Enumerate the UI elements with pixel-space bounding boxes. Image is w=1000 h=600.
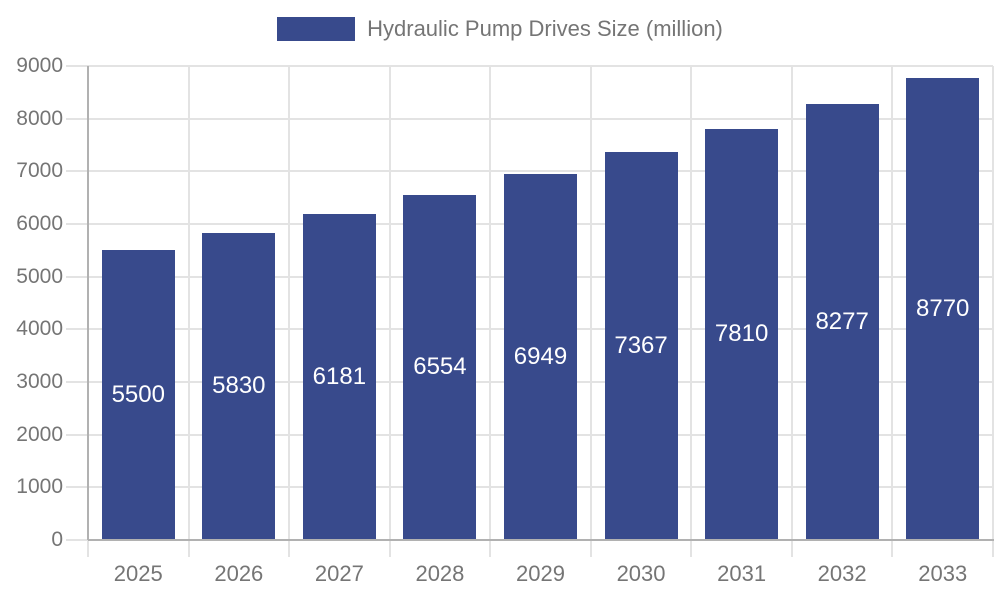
bar-value-label: 5830: [212, 372, 266, 400]
bar: [302, 214, 376, 540]
bar: [101, 250, 175, 540]
gridline-horizontal: [66, 65, 993, 67]
gridline-vertical: [891, 66, 894, 557]
gridline-vertical: [187, 66, 190, 557]
bar-value-label: 6949: [513, 343, 568, 370]
chart-legend: Hydraulic Pump Drives Size (million): [0, 16, 1000, 42]
bar-value-label: 8277: [815, 308, 869, 336]
x-axis-tick-label: 2031: [717, 561, 767, 586]
y-axis-tick-label: 5000: [16, 264, 63, 288]
x-axis-tick-label: 2026: [214, 561, 264, 586]
legend-label: Hydraulic Pump Drives Size (million): [367, 16, 723, 41]
y-axis-tick-label: 9000: [16, 54, 63, 77]
y-axis-tick-label: 3000: [16, 370, 63, 393]
x-axis-tick-label: 2033: [918, 561, 968, 586]
bar: [604, 152, 678, 540]
bar-value-label: 5500: [111, 381, 165, 409]
gridline-vertical: [288, 66, 291, 557]
legend-swatch: [277, 17, 356, 41]
x-axis-tick-label: 2025: [113, 561, 163, 586]
y-axis-line: [87, 66, 89, 540]
bar-value-label: 6554: [413, 353, 467, 381]
bar: [202, 232, 276, 540]
x-axis-tick-label: 2030: [616, 561, 666, 586]
gridline-horizontal: [66, 117, 993, 120]
gridline-vertical: [690, 66, 693, 557]
bar: [403, 194, 477, 540]
y-axis-tick-label: 2000: [16, 422, 63, 446]
bar-value-label: 8770: [916, 295, 970, 323]
y-axis-tick-label: 8000: [16, 106, 63, 130]
gridline-vertical: [489, 66, 492, 557]
gridline-vertical: [388, 66, 391, 557]
gridline-vertical: [790, 66, 793, 557]
x-axis-tick-label: 2028: [415, 561, 465, 586]
gridline-horizontal: [66, 170, 993, 173]
bar-value-label: 7367: [614, 332, 668, 359]
y-axis-tick-label: 6000: [16, 212, 63, 235]
bar: [504, 174, 577, 540]
y-axis-tick-label: 1000: [16, 475, 63, 499]
y-axis-tick-label: 4000: [16, 317, 63, 341]
bar: [705, 128, 779, 540]
x-axis-tick-label: 2027: [314, 561, 364, 586]
bar: [906, 78, 980, 540]
x-axis-tick-label: 2029: [516, 561, 565, 586]
y-axis-tick-label: 0: [51, 528, 63, 551]
gridline-vertical: [589, 66, 592, 557]
x-axis-line: [88, 539, 994, 541]
bar-value-label: 6181: [312, 363, 367, 391]
y-axis-tick-label: 7000: [16, 159, 63, 183]
bar-value-label: 7810: [714, 320, 769, 348]
bar: [805, 104, 879, 540]
gridline-vertical: [992, 66, 994, 557]
x-axis-tick-label: 2032: [817, 561, 867, 586]
